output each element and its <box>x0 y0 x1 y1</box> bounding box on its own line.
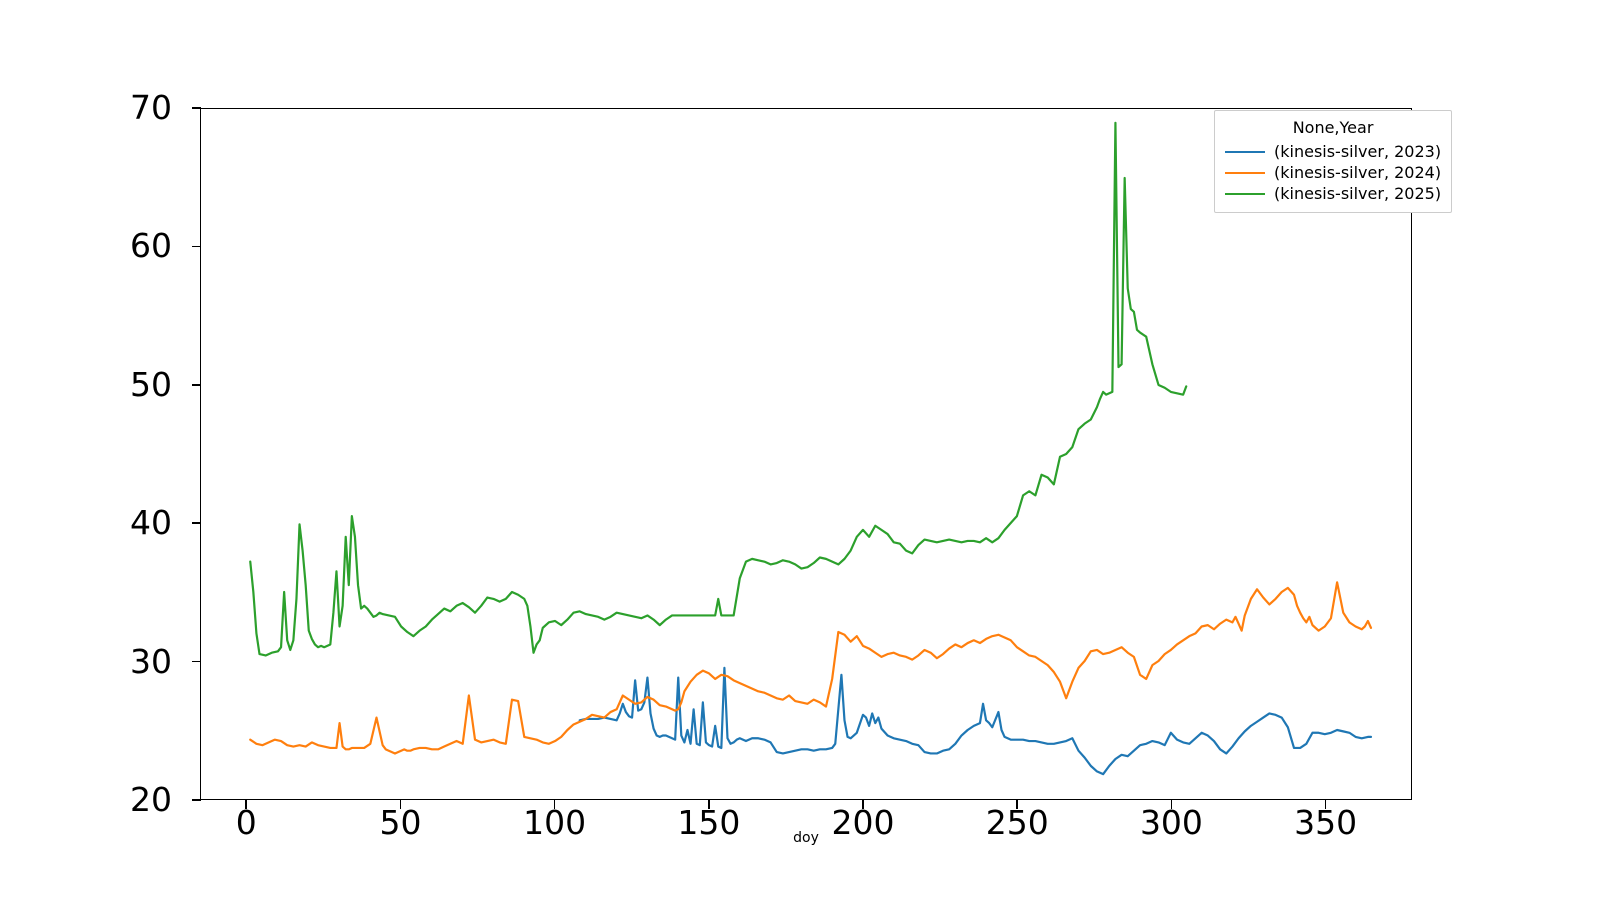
y-tick-mark <box>192 799 201 801</box>
y-tick-mark <box>192 245 201 248</box>
legend-color-swatch <box>1225 171 1265 174</box>
x-tick-label: 350 <box>1294 803 1358 842</box>
x-tick-mark <box>1324 800 1327 809</box>
x-tick-mark <box>1016 800 1019 809</box>
y-tick-label: 40 <box>130 503 172 543</box>
y-tick-label: 60 <box>130 226 172 266</box>
x-tick-mark <box>708 800 710 809</box>
x-tick-label: 300 <box>1139 803 1203 842</box>
plot-area <box>200 108 1412 800</box>
y-tick-label: 30 <box>130 641 172 681</box>
legend-entry[interactable]: (kinesis-silver, 2025) <box>1225 183 1441 204</box>
series-line <box>578 666 1373 776</box>
x-tick-label: 200 <box>831 803 895 842</box>
legend-title: None,Year <box>1292 118 1374 137</box>
y-tick-mark <box>192 660 201 663</box>
x-tick-label: 250 <box>985 803 1049 842</box>
x-tick-label: 150 <box>677 803 741 842</box>
x-tick-label: 100 <box>523 803 587 842</box>
chart-lines <box>249 121 1373 776</box>
x-tick-mark <box>862 800 864 809</box>
y-tick-mark <box>192 384 201 386</box>
x-axis-label: doy <box>793 830 819 846</box>
legend-entry-label: (kinesis-silver, 2025) <box>1274 184 1442 203</box>
legend-color-swatch <box>1225 150 1265 153</box>
legend-entries: (kinesis-silver, 2023) (kinesis-silver, 2… <box>1225 141 1441 204</box>
x-tick-label: 50 <box>379 803 422 842</box>
legend-entry-label: (kinesis-silver, 2024) <box>1274 163 1442 182</box>
y-tick-mark <box>192 107 201 109</box>
x-tick-mark <box>553 800 556 809</box>
series-line <box>249 121 1188 657</box>
x-tick-mark <box>245 800 248 809</box>
legend-entry[interactable]: (kinesis-silver, 2023) <box>1225 141 1441 162</box>
chart-legend: None,Year (kinesis-silver, 2023) (kinesis… <box>1214 110 1453 213</box>
y-tick-label: 70 <box>130 88 172 127</box>
x-tick-label: 0 <box>235 803 257 842</box>
x-tick-mark <box>1170 800 1173 809</box>
series-line <box>249 581 1373 755</box>
legend-entry[interactable]: (kinesis-silver, 2024) <box>1225 162 1441 183</box>
y-tick-label: 50 <box>130 364 172 404</box>
y-tick-mark <box>192 522 201 524</box>
y-tick-label: 20 <box>130 780 172 819</box>
x-tick-mark <box>399 800 402 809</box>
legend-color-swatch <box>1225 192 1265 195</box>
legend-entry-label: (kinesis-silver, 2023) <box>1274 142 1442 161</box>
